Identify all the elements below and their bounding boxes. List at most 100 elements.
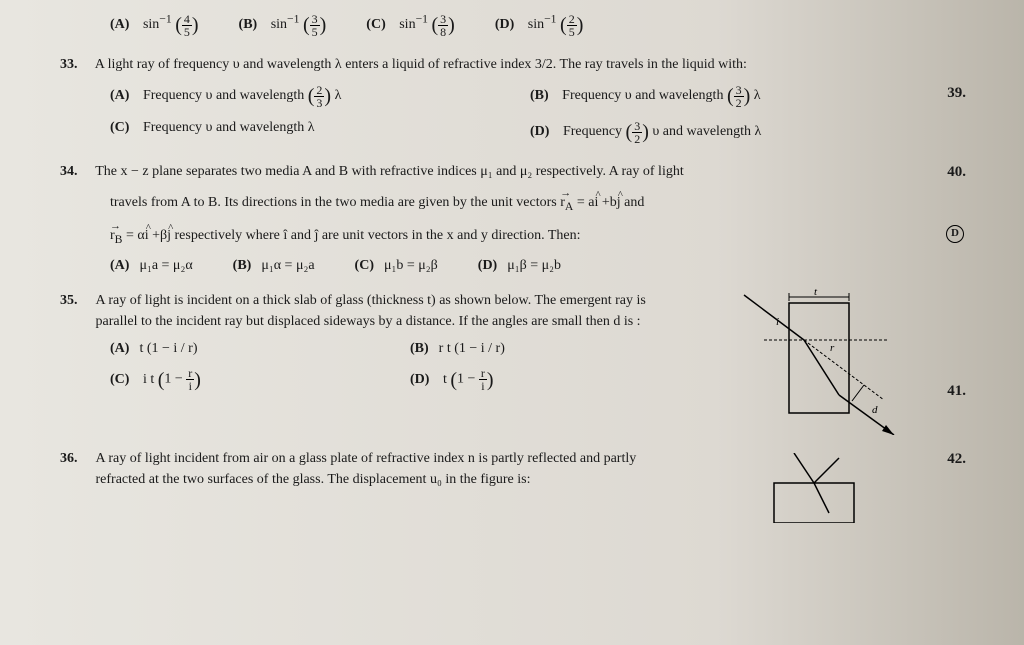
opt-label: (A)	[110, 88, 129, 103]
fig-t-label: t	[814, 286, 818, 298]
opt-label: (C)	[110, 120, 129, 135]
margin-q41: 41.	[947, 380, 966, 403]
opt-text: Frequency υ and wavelength	[562, 88, 727, 103]
page: (A) sin−1 45 (B) sin−1 35 (C) sin−1 38 (…	[0, 0, 1024, 645]
q34-number: 34.	[60, 161, 92, 182]
frac-den: 2	[734, 97, 744, 109]
q35-opt-b: (B)r t (1 − i / r)	[410, 338, 505, 359]
frac-den: 2	[632, 133, 642, 145]
circled-answer-icon: D	[946, 225, 964, 243]
q34-line2: travels from A to B. Its directions in t…	[110, 192, 864, 215]
ihat: i	[145, 228, 149, 243]
sub-a: A	[565, 200, 573, 213]
q32-opt-d: (D) sin−1 25	[495, 10, 584, 40]
q36: 42. 36. A ray of light incident from air…	[60, 448, 984, 490]
opt-suffix: λ	[335, 88, 342, 103]
fig-r-label: r	[830, 342, 835, 354]
opt-text: μ₁β = μ₂b	[507, 258, 561, 273]
q35: 41. t i r d 35. A ray of light is incide…	[60, 290, 984, 440]
q34: 40. 34. The x − z plane separates two me…	[60, 161, 984, 282]
jhat: j	[167, 228, 171, 243]
q33-text: A light ray of frequency υ and wavelengt…	[95, 57, 747, 72]
superscript: −1	[544, 13, 556, 26]
frac-den: 5	[182, 26, 192, 38]
superscript: −1	[159, 13, 171, 26]
q32-opt-b: (B) sin−1 35	[239, 10, 327, 40]
inner: 1 −	[457, 372, 479, 387]
q35-opt-c: (C) i t 1 − ri	[110, 365, 370, 395]
margin-q40: 40.	[947, 161, 966, 184]
q33-number: 33.	[60, 54, 92, 75]
opt-pre: t	[443, 372, 450, 387]
margin-q39: 39.	[947, 82, 966, 105]
opt-text: sin	[528, 17, 544, 32]
frac-den: 8	[438, 26, 448, 38]
opt-label: (C)	[110, 372, 129, 387]
frac-num: 2	[567, 13, 577, 26]
q32-options: (A) sin−1 45 (B) sin−1 35 (C) sin−1 38 (…	[60, 10, 984, 46]
q34-opt-c: (C) μ₁b = μ₂β	[355, 255, 438, 276]
opt-label: (B)	[530, 88, 549, 103]
q35-number: 35.	[60, 290, 92, 311]
opt-suffix: υ and wavelength λ	[652, 124, 761, 139]
plus: +β	[152, 228, 167, 243]
opt-text: sin	[399, 17, 415, 32]
frac-num: 3	[734, 84, 744, 97]
q32-opt-a: (A) sin−1 45	[110, 10, 199, 40]
superscript: −1	[416, 13, 428, 26]
q35-figure: t i r d	[734, 285, 904, 435]
q36-number: 36.	[60, 448, 92, 469]
opt-label: (C)	[355, 258, 374, 273]
frac-num: 3	[438, 13, 448, 26]
opt-suffix: λ	[754, 88, 761, 103]
inner: 1 −	[164, 372, 186, 387]
fig-d-label: d	[872, 404, 878, 416]
q33-opt-a: (A) Frequency υ and wavelength 23 λ	[110, 81, 490, 111]
opt-label: (A)	[110, 341, 129, 356]
frac-num: 3	[632, 120, 642, 133]
opt-text: μ₁a = μ₂α	[139, 258, 192, 273]
q35-text: A ray of light is incident on a thick sl…	[96, 290, 656, 332]
opt-label: (A)	[110, 258, 129, 273]
opt-text: Frequency υ and wavelength λ	[143, 120, 315, 135]
opt-label: (D)	[478, 258, 497, 273]
opt-text: r t (1 − i / r)	[439, 341, 505, 356]
frac-den: 3	[314, 97, 324, 109]
frac-num: 4	[182, 13, 192, 26]
frac-den: 5	[310, 26, 320, 38]
opt-label: (D)	[410, 372, 429, 387]
q33-opt-d: (D) Frequency 32 υ and wavelength λ	[530, 117, 761, 147]
superscript: −1	[287, 13, 299, 26]
opt-label: (B)	[239, 17, 258, 32]
eq-a: = a	[577, 195, 595, 210]
opt-text: μ₁b = μ₂β	[384, 258, 438, 273]
fig-i-label: i	[776, 316, 779, 328]
opt-text: sin	[271, 17, 287, 32]
q36-text: A ray of light incident from air on a gl…	[96, 448, 656, 490]
q34-line2-pre: travels from A to B. Its directions in t…	[110, 195, 560, 210]
opt-text: t (1 − i / r)	[139, 341, 197, 356]
q34-opt-b: (B) μ₁α = μ₂a	[233, 255, 315, 276]
frac-den: 5	[567, 26, 577, 38]
opt-text: Frequency	[563, 124, 626, 139]
opt-label: (A)	[110, 17, 129, 32]
q34-line3-post: respectively where î and ĵ are unit vect…	[175, 228, 581, 243]
opt-text: μ₁α = μ₂a	[261, 258, 314, 273]
sub-b: B	[115, 233, 123, 246]
opt-text: sin	[143, 17, 159, 32]
vector-rB: r	[110, 228, 115, 243]
q32-opt-c: (C) sin−1 38	[366, 10, 455, 40]
opt-label: (C)	[366, 17, 385, 32]
q33-opt-c: (C) Frequency υ and wavelength λ	[110, 117, 490, 147]
vector-rA: r	[560, 195, 565, 210]
opt-pre: i t	[143, 372, 158, 387]
plus: +b	[602, 195, 617, 210]
frac-den: i	[479, 380, 487, 392]
q34-line1: The x − z plane separates two media A an…	[95, 164, 683, 179]
frac-num: 2	[314, 84, 324, 97]
ihat: i	[594, 195, 598, 210]
opt-label: (B)	[233, 258, 252, 273]
q35-opt-a: (A) t (1 − i / r)	[110, 338, 370, 359]
opt-label: (D)	[530, 124, 549, 139]
and-text: and	[624, 195, 644, 210]
